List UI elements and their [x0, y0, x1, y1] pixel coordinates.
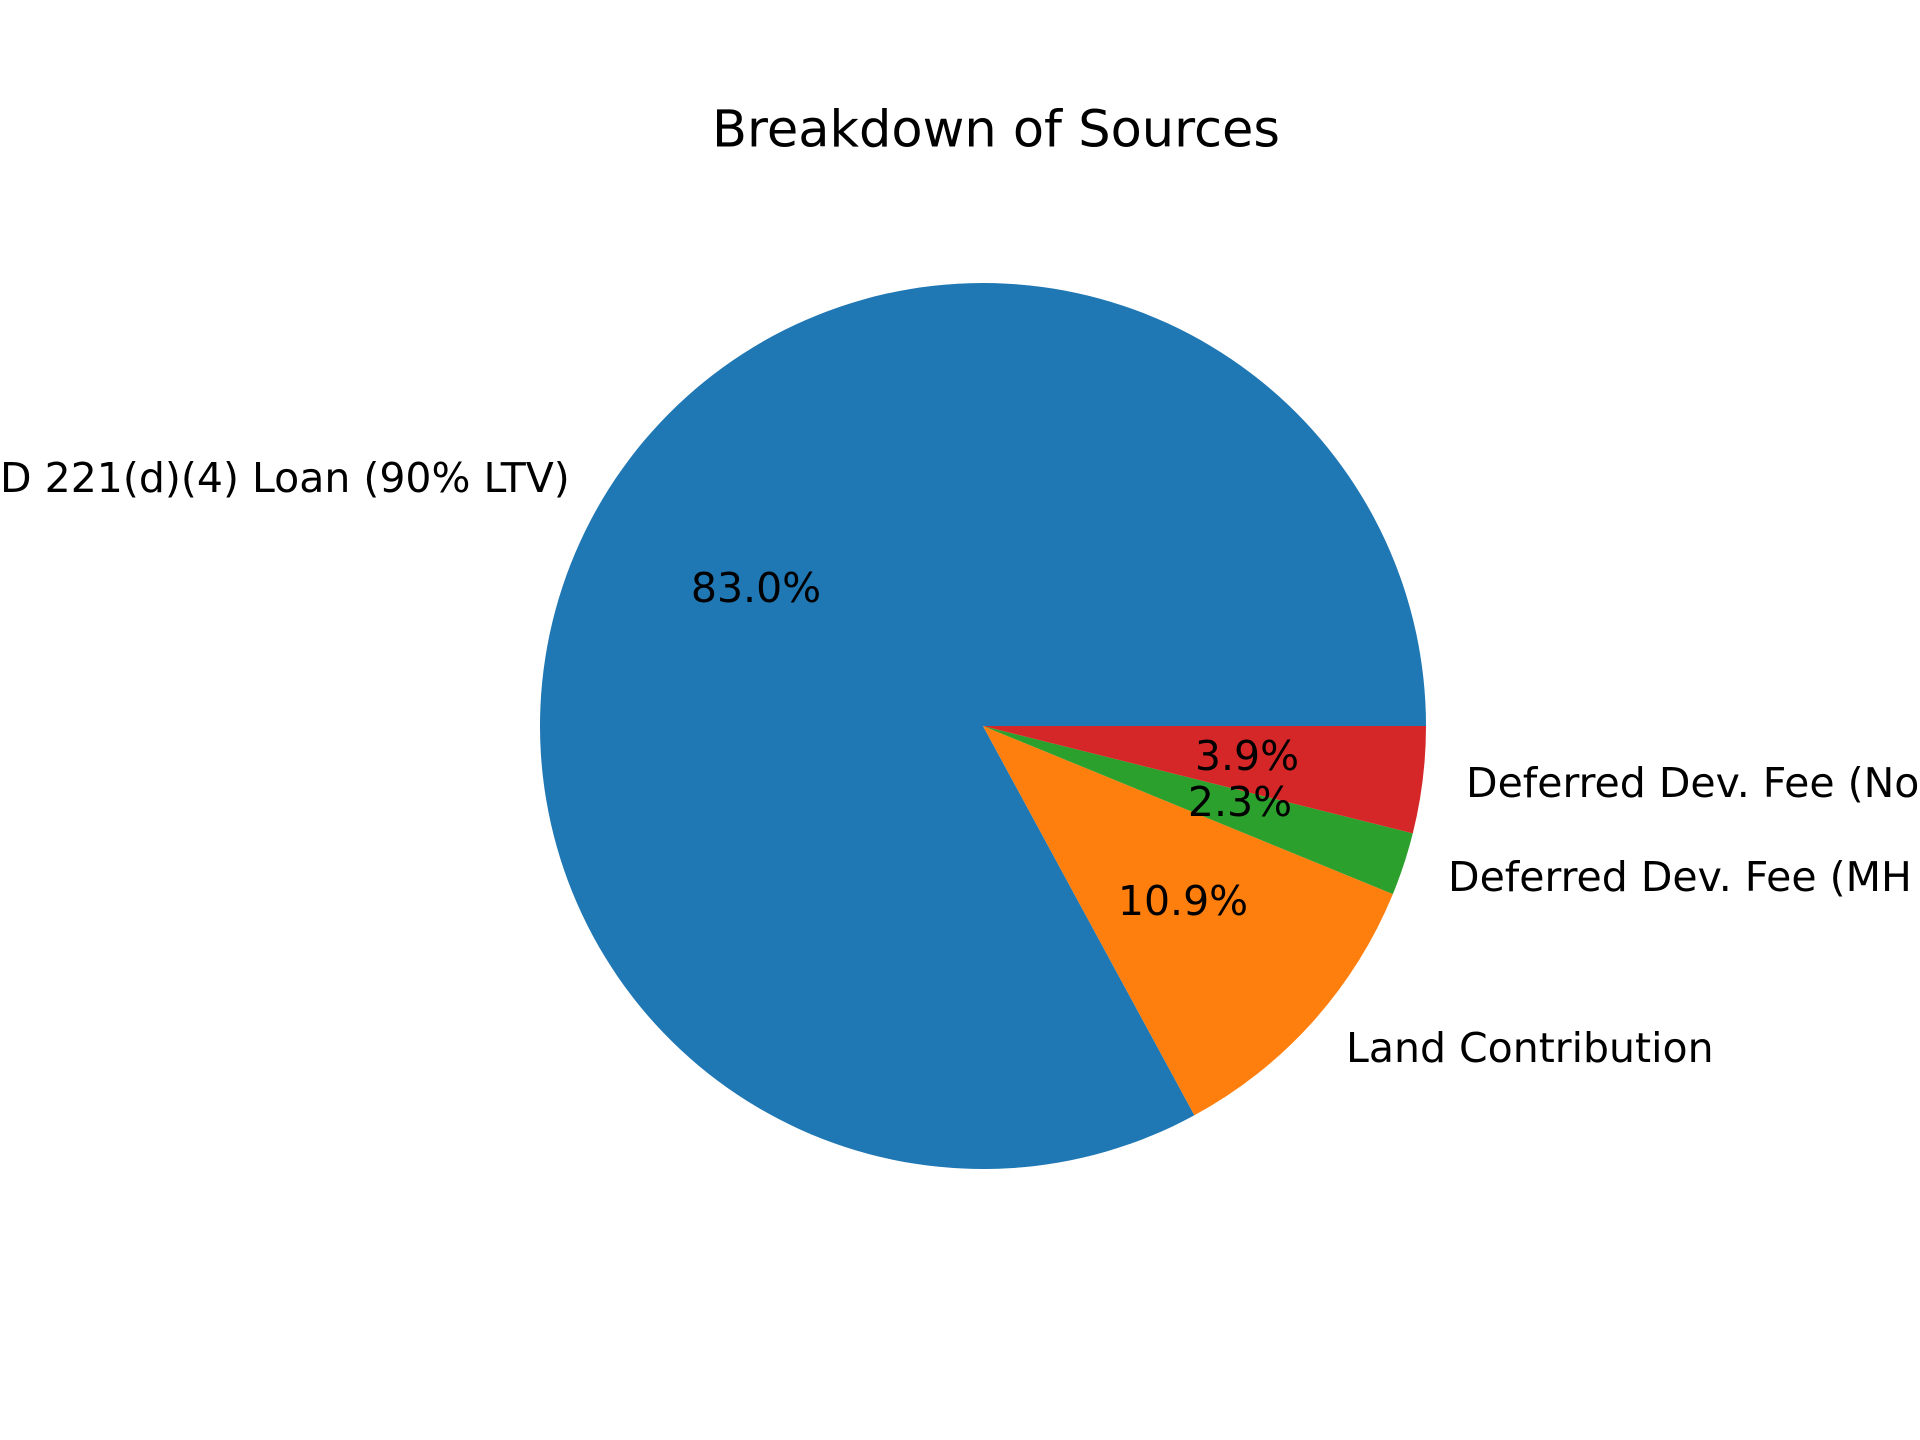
pie-slice-2 [983, 726, 1413, 895]
pct-label-deferred-fee-mh: 2.3% [1187, 778, 1293, 826]
pct-label-land-contribution: 10.9% [1117, 877, 1249, 925]
pie-slice-3 [983, 726, 1426, 834]
slice-label-land-contribution: Land Contribution [1346, 1024, 1714, 1072]
pie-slices-group [540, 282, 1426, 1169]
pct-label-deferred-fee-no: 3.9% [1194, 732, 1300, 780]
pie-slice-1 [983, 726, 1393, 1116]
slice-label-hud-loan: D 221(d)(4) Loan (90% LTV) [0, 454, 570, 502]
pct-label-hud-loan: 83.0% [690, 564, 822, 612]
slice-label-deferred-fee-mh: Deferred Dev. Fee (MH [1448, 853, 1912, 901]
chart-title: Breakdown of Sources [712, 100, 1280, 160]
pie-slice-0 [540, 282, 1426, 1169]
slice-label-deferred-fee-no: Deferred Dev. Fee (No [1466, 759, 1920, 807]
